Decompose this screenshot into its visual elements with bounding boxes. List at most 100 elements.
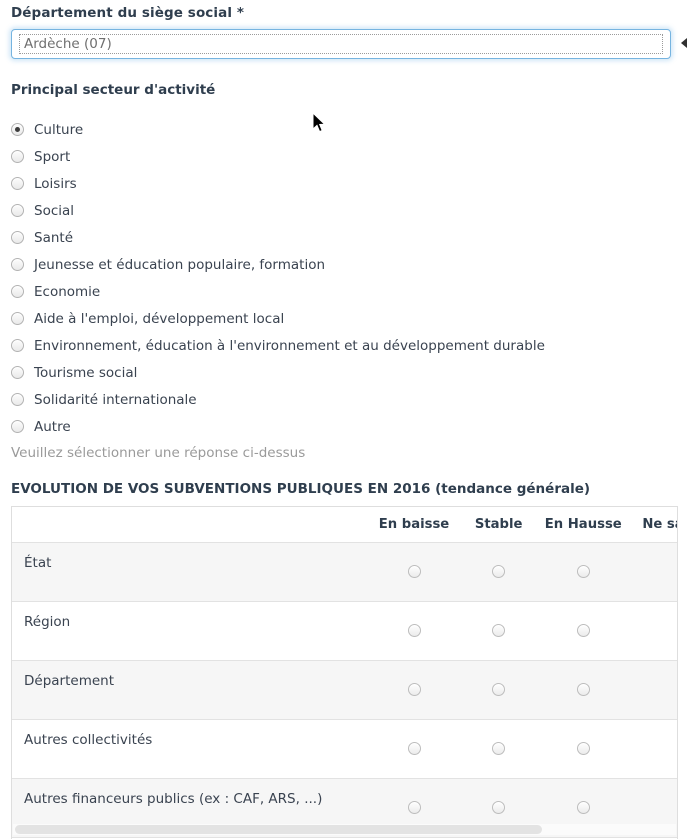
sector-radio-button[interactable] <box>11 366 24 379</box>
matrix-option-cell[interactable] <box>371 542 457 602</box>
sector-radio-row[interactable]: Solidarité internationale <box>11 386 671 413</box>
matrix-radio-button[interactable] <box>407 624 421 637</box>
evolution-section-heading: EVOLUTION DE VOS SUBVENTIONS PUBLIQUES E… <box>11 481 591 497</box>
sector-radio-row[interactable]: Aide à l'emploi, développement local <box>11 305 671 332</box>
sector-radio-button[interactable] <box>11 393 24 406</box>
matrix-option-cell[interactable] <box>625 660 678 720</box>
matrix-option-cell[interactable] <box>540 542 626 602</box>
matrix-row: Région <box>12 601 678 661</box>
sector-radio-row[interactable]: Environnement, éducation à l'environneme… <box>11 332 671 359</box>
department-field-label: Département du siège social * <box>11 5 245 21</box>
matrix-option-cell[interactable] <box>540 660 626 720</box>
sector-radio-label: Aide à l'emploi, développement local <box>34 310 285 327</box>
matrix-option-cell[interactable] <box>456 601 541 661</box>
sector-radio-button[interactable] <box>11 285 24 298</box>
matrix-radio-button[interactable] <box>492 624 506 637</box>
sector-radio-button[interactable] <box>11 258 24 271</box>
matrix-radio-button[interactable] <box>576 683 590 696</box>
sector-radio-label: Loisirs <box>34 175 77 192</box>
sector-radio-button[interactable] <box>11 312 24 325</box>
matrix-option-cell[interactable] <box>625 601 678 661</box>
matrix-radio-button[interactable] <box>576 565 590 578</box>
matrix-option-cell[interactable] <box>456 719 541 779</box>
sector-radio-label: Jeunesse et éducation populaire, formati… <box>34 256 326 273</box>
matrix-row-label: Autres collectivités <box>12 719 372 779</box>
viewport-edge-marker-icon <box>681 38 687 48</box>
matrix-radio-button[interactable] <box>677 624 678 637</box>
sector-radio-button[interactable] <box>11 177 24 190</box>
matrix-radio-button[interactable] <box>407 742 421 755</box>
sector-radio-button[interactable] <box>11 204 24 217</box>
matrix-row-label-text: Autres financeurs publics (ex : CAF, ARS… <box>24 790 323 807</box>
matrix-column-header: Ne sait pas <box>625 507 677 543</box>
matrix-row-label-text: Autres collectivités <box>24 731 153 748</box>
sector-radio-label: Solidarité internationale <box>34 391 197 408</box>
matrix-radio-button[interactable] <box>677 565 678 578</box>
sector-validation-hint: Veuillez sélectionner une réponse ci-des… <box>11 445 306 461</box>
sector-radio-label: Tourisme social <box>34 364 138 381</box>
matrix-option-cell[interactable] <box>625 719 678 779</box>
matrix-corner-cell <box>12 507 372 543</box>
matrix-radio-button[interactable] <box>576 801 590 814</box>
matrix-row: Autres collectivités <box>12 719 678 779</box>
sector-radio-row[interactable]: Jeunesse et éducation populaire, formati… <box>11 251 671 278</box>
matrix-row-label-text: Région <box>24 613 71 630</box>
sector-radio-label: Social <box>34 202 75 219</box>
matrix-radio-button[interactable] <box>576 624 590 637</box>
matrix-row-label-text: État <box>24 554 52 571</box>
matrix-radio-button[interactable] <box>407 683 421 696</box>
matrix-option-cell[interactable] <box>371 719 457 779</box>
matrix-column-header: Stable <box>456 507 541 543</box>
sector-radio-row[interactable]: Social <box>11 197 671 224</box>
matrix-radio-button[interactable] <box>576 742 590 755</box>
sector-radio-row[interactable]: Sport <box>11 143 671 170</box>
matrix-radio-button[interactable] <box>407 565 421 578</box>
sector-radio-group[interactable]: Culture Sport Loisirs Social Santé Jeunesse e… <box>11 116 671 440</box>
sector-radio-button[interactable] <box>11 231 24 244</box>
sector-radio-row[interactable]: Economie <box>11 278 671 305</box>
matrix-radio-button[interactable] <box>677 742 678 755</box>
sector-radio-label: Environnement, éducation à l'environneme… <box>34 337 545 354</box>
sector-radio-row[interactable]: Culture <box>11 116 671 143</box>
matrix-option-cell[interactable] <box>456 542 541 602</box>
sector-radio-row[interactable]: Tourisme social <box>11 359 671 386</box>
sector-radio-label: Economie <box>34 283 101 300</box>
matrix-row-label: Région <box>12 601 372 661</box>
sector-radio-label: Autre <box>34 418 71 435</box>
matrix-radio-button[interactable] <box>677 683 678 696</box>
matrix-option-cell[interactable] <box>456 660 541 720</box>
matrix-radio-button[interactable] <box>492 565 506 578</box>
matrix-row-label-text: Département <box>24 672 114 689</box>
matrix-radio-button[interactable] <box>677 801 678 814</box>
matrix-option-cell[interactable] <box>540 601 626 661</box>
department-input[interactable] <box>19 34 663 54</box>
sector-radio-label: Culture <box>34 121 84 138</box>
department-input-wrapper[interactable] <box>11 29 671 59</box>
matrix-row-label: État <box>12 542 372 602</box>
sector-radio-row[interactable]: Autre <box>11 413 671 440</box>
matrix-option-cell[interactable] <box>625 542 678 602</box>
sector-radio-label: Santé <box>34 229 73 246</box>
matrix-radio-button[interactable] <box>492 742 506 755</box>
sector-radio-button[interactable] <box>11 339 24 352</box>
matrix-radio-button[interactable] <box>407 801 421 814</box>
matrix-option-cell[interactable] <box>371 601 457 661</box>
sector-radio-row[interactable]: Santé <box>11 224 671 251</box>
sector-radio-label: Sport <box>34 148 71 165</box>
sector-radio-button[interactable] <box>11 420 24 433</box>
sector-radio-row[interactable]: Loisirs <box>11 170 671 197</box>
matrix-radio-button[interactable] <box>492 801 506 814</box>
matrix-column-header: En baisse <box>371 507 457 543</box>
matrix-option-cell[interactable] <box>371 660 457 720</box>
matrix-column-header: En Hausse <box>540 507 626 543</box>
matrix-horizontal-scrollbar[interactable] <box>13 824 676 835</box>
matrix-radio-button[interactable] <box>492 683 506 696</box>
sector-radio-button[interactable] <box>11 123 24 136</box>
matrix-option-cell[interactable] <box>540 719 626 779</box>
matrix-scrollbar-thumb[interactable] <box>15 825 542 834</box>
sector-radio-button[interactable] <box>11 150 24 163</box>
